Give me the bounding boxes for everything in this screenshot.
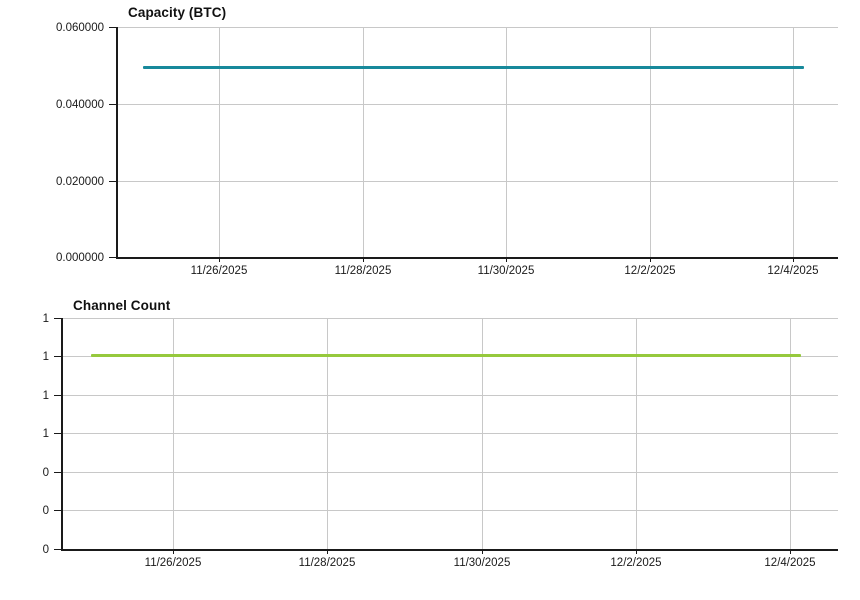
capacity-xtick-label-2: 11/30/2025 (477, 265, 535, 277)
channel-xtick-mark-2 (482, 549, 483, 554)
capacity-ytick-label-3: 0.000000 (56, 252, 104, 264)
capacity-xtick-label-3: 12/2/2025 (624, 265, 676, 277)
channel-chart-title: Channel Count (73, 298, 171, 313)
channel-vgridline-1126 (173, 318, 174, 549)
capacity-ytick-label-0: 0.060000 (56, 22, 104, 34)
channel-ytick-mark-2 (54, 395, 61, 397)
capacity-xtick-mark-0 (219, 257, 220, 262)
channel-xtick-mark-0 (173, 549, 174, 554)
capacity-vgridline-1126 (219, 27, 220, 257)
channel-xtick-label-1: 11/28/2025 (298, 557, 356, 569)
channel-xtick-label-3: 12/2/2025 (610, 557, 662, 569)
channel-count-chart-panel: Channel Count 1 1 1 1 0 0 0 11/26/2025 1… (0, 290, 860, 600)
channel-ytick-mark-3 (54, 433, 61, 435)
channel-xtick-mark-3 (636, 549, 637, 554)
capacity-xtick-mark-1 (363, 257, 364, 262)
channel-gridline-4 (61, 472, 838, 473)
capacity-ytick-mark-1 (109, 104, 116, 106)
capacity-ytick-mark-2 (109, 181, 116, 183)
capacity-xtick-label-4: 12/4/2025 (767, 265, 819, 277)
channel-vgridline-1202 (636, 318, 637, 549)
channel-xtick-label-0: 11/26/2025 (144, 557, 202, 569)
capacity-series-line (143, 66, 804, 69)
capacity-ytick-mark-0 (109, 27, 116, 29)
channel-ytick-mark-4 (54, 472, 61, 474)
capacity-xtick-mark-3 (650, 257, 651, 262)
capacity-ytick-label-1: 0.040000 (56, 99, 104, 111)
capacity-chart-panel: Capacity (BTC) 0.060000 0.040000 0.02000… (0, 0, 860, 290)
capacity-y-axis (116, 27, 118, 258)
channel-gridline-2 (61, 395, 838, 396)
channel-ytick-mark-6 (54, 549, 61, 551)
channel-ytick-label-5: 0 (42, 505, 49, 517)
channel-gridline-0 (61, 318, 838, 319)
capacity-chart-title: Capacity (BTC) (128, 5, 227, 20)
capacity-xtick-mark-2 (506, 257, 507, 262)
channel-series-line (91, 354, 801, 357)
channel-ytick-label-0: 1 (42, 313, 49, 325)
channel-xtick-mark-1 (327, 549, 328, 554)
channel-xtick-mark-4 (790, 549, 791, 554)
channel-vgridline-1130 (482, 318, 483, 549)
channel-gridline-5 (61, 510, 838, 511)
channel-ytick-label-1: 1 (42, 351, 49, 363)
capacity-gridline-0020 (116, 181, 838, 182)
capacity-x-axis (116, 257, 838, 259)
capacity-gridline-0060 (116, 27, 838, 28)
capacity-vgridline-1130 (506, 27, 507, 257)
capacity-gridline-0040 (116, 104, 838, 105)
channel-vgridline-1128 (327, 318, 328, 549)
capacity-vgridline-1204 (793, 27, 794, 257)
channel-xtick-label-2: 11/30/2025 (453, 557, 511, 569)
channel-ytick-mark-5 (54, 510, 61, 512)
channel-ytick-label-2: 1 (42, 390, 49, 402)
capacity-xtick-mark-4 (793, 257, 794, 262)
channel-vgridline-1204 (790, 318, 791, 549)
channel-ytick-label-4: 0 (42, 467, 49, 479)
capacity-vgridline-1128 (363, 27, 364, 257)
channel-ytick-mark-1 (54, 356, 61, 358)
capacity-xtick-label-1: 11/28/2025 (334, 265, 392, 277)
capacity-ytick-label-2: 0.020000 (56, 176, 104, 188)
channel-gridline-3 (61, 433, 838, 434)
channel-ytick-label-6: 0 (42, 544, 49, 556)
capacity-ytick-mark-3 (109, 257, 116, 259)
channel-ytick-mark-0 (54, 318, 61, 320)
channel-y-axis (61, 318, 63, 550)
channel-x-axis (61, 549, 838, 551)
capacity-xtick-label-0: 11/26/2025 (190, 265, 248, 277)
channel-ytick-label-3: 1 (42, 428, 49, 440)
capacity-vgridline-1202 (650, 27, 651, 257)
channel-xtick-label-4: 12/4/2025 (764, 557, 816, 569)
